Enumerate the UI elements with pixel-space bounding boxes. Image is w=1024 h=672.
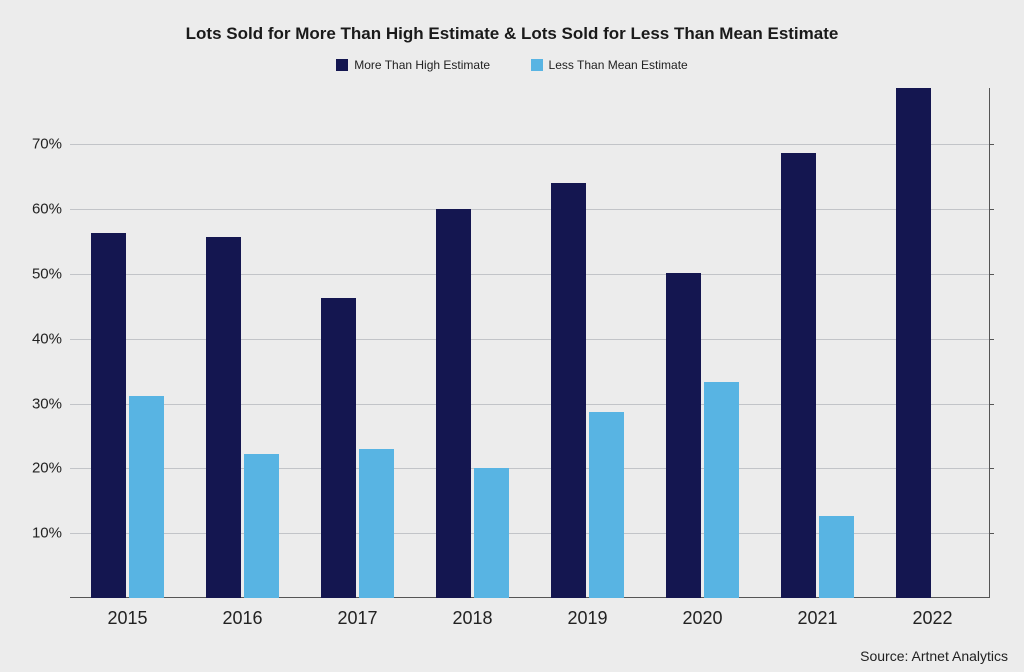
source-text: Source: Artnet Analytics: [860, 648, 1008, 664]
right-axis-tick: [990, 274, 994, 275]
x-axis-label: 2019: [567, 608, 607, 629]
right-axis-tick: [990, 144, 994, 145]
y-axis-right-line: [989, 88, 990, 598]
x-axis-label: 2022: [912, 608, 952, 629]
x-axis-label: 2016: [222, 608, 262, 629]
chart-canvas: Lots Sold for More Than High Estimate & …: [0, 0, 1024, 672]
bar-series0: [781, 153, 817, 598]
y-axis-label: 40%: [32, 330, 62, 347]
x-axis-label: 2015: [107, 608, 147, 629]
right-axis-tick: [990, 339, 994, 340]
legend-item-0: More Than High Estimate: [336, 58, 490, 72]
gridline: [70, 144, 990, 145]
y-axis-label: 60%: [32, 201, 62, 218]
right-axis-tick: [990, 468, 994, 469]
y-axis-label: 70%: [32, 136, 62, 153]
y-axis-label: 30%: [32, 395, 62, 412]
bar-series1: [589, 412, 625, 598]
bar-series0: [436, 209, 472, 598]
bar-series1: [129, 396, 165, 598]
x-axis-label: 2017: [337, 608, 377, 629]
plot-area: 10%20%30%40%50%60%70%2015201620172018201…: [70, 88, 990, 598]
right-axis-tick: [990, 404, 994, 405]
y-axis-label: 10%: [32, 525, 62, 542]
bar-series1: [819, 516, 855, 598]
right-axis-tick: [990, 209, 994, 210]
bar-series1: [474, 468, 510, 598]
legend-swatch-0: [336, 59, 348, 71]
x-axis-label: 2018: [452, 608, 492, 629]
legend-label-1: Less Than Mean Estimate: [549, 58, 688, 72]
legend-label-0: More Than High Estimate: [354, 58, 490, 72]
bar-series0: [206, 237, 242, 598]
x-axis-label: 2020: [682, 608, 722, 629]
chart-legend: More Than High Estimate Less Than Mean E…: [0, 58, 1024, 76]
bar-series1: [359, 449, 395, 598]
chart-title: Lots Sold for More Than High Estimate & …: [0, 24, 1024, 44]
legend-item-1: Less Than Mean Estimate: [531, 58, 688, 72]
y-axis-label: 20%: [32, 460, 62, 477]
bar-series0: [666, 273, 702, 598]
bar-series0: [321, 298, 357, 598]
legend-swatch-1: [531, 59, 543, 71]
bar-series0: [896, 88, 932, 598]
right-axis-tick: [990, 533, 994, 534]
gridline: [70, 209, 990, 210]
bar-series1: [244, 454, 280, 599]
bar-series0: [91, 233, 127, 598]
x-axis-label: 2021: [797, 608, 837, 629]
bar-series0: [551, 183, 587, 598]
y-axis-label: 50%: [32, 265, 62, 282]
bar-series1: [704, 382, 740, 598]
